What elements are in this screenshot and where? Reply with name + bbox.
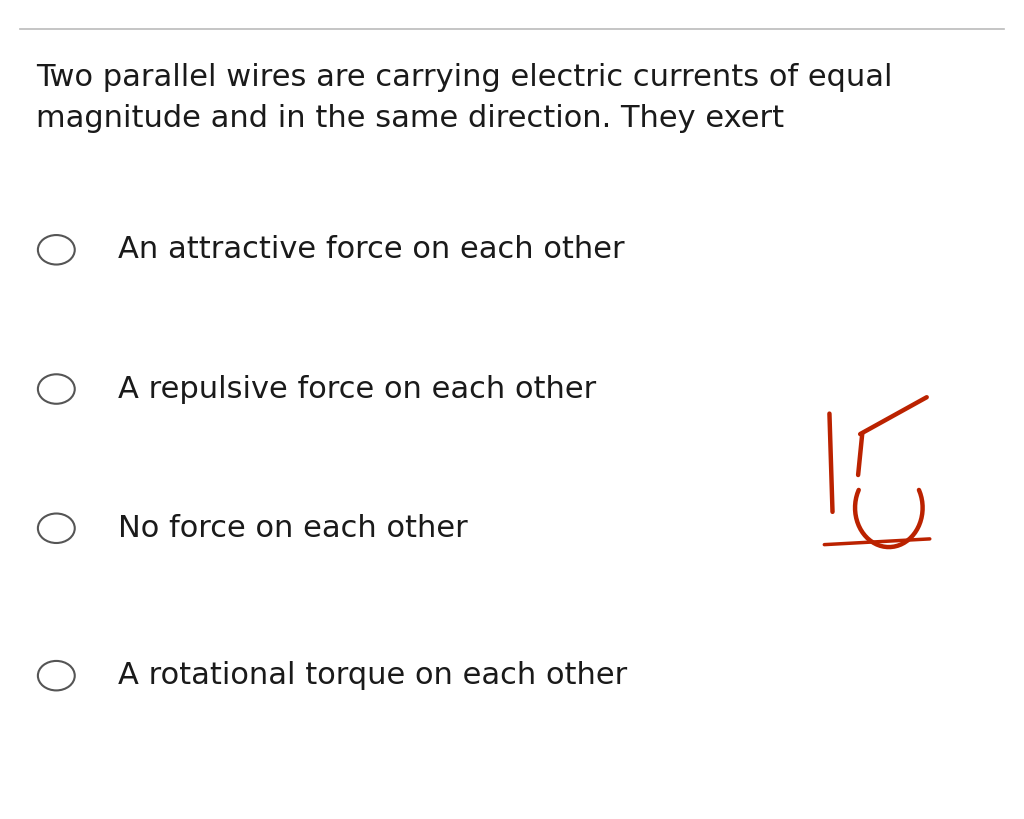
Text: A repulsive force on each other: A repulsive force on each other — [118, 374, 596, 404]
Text: An attractive force on each other: An attractive force on each other — [118, 235, 625, 265]
Text: A rotational torque on each other: A rotational torque on each other — [118, 661, 627, 690]
Text: No force on each other: No force on each other — [118, 514, 468, 543]
Text: Two parallel wires are carrying electric currents of equal: Two parallel wires are carrying electric… — [36, 63, 892, 93]
Text: magnitude and in the same direction. They exert: magnitude and in the same direction. The… — [36, 104, 784, 133]
